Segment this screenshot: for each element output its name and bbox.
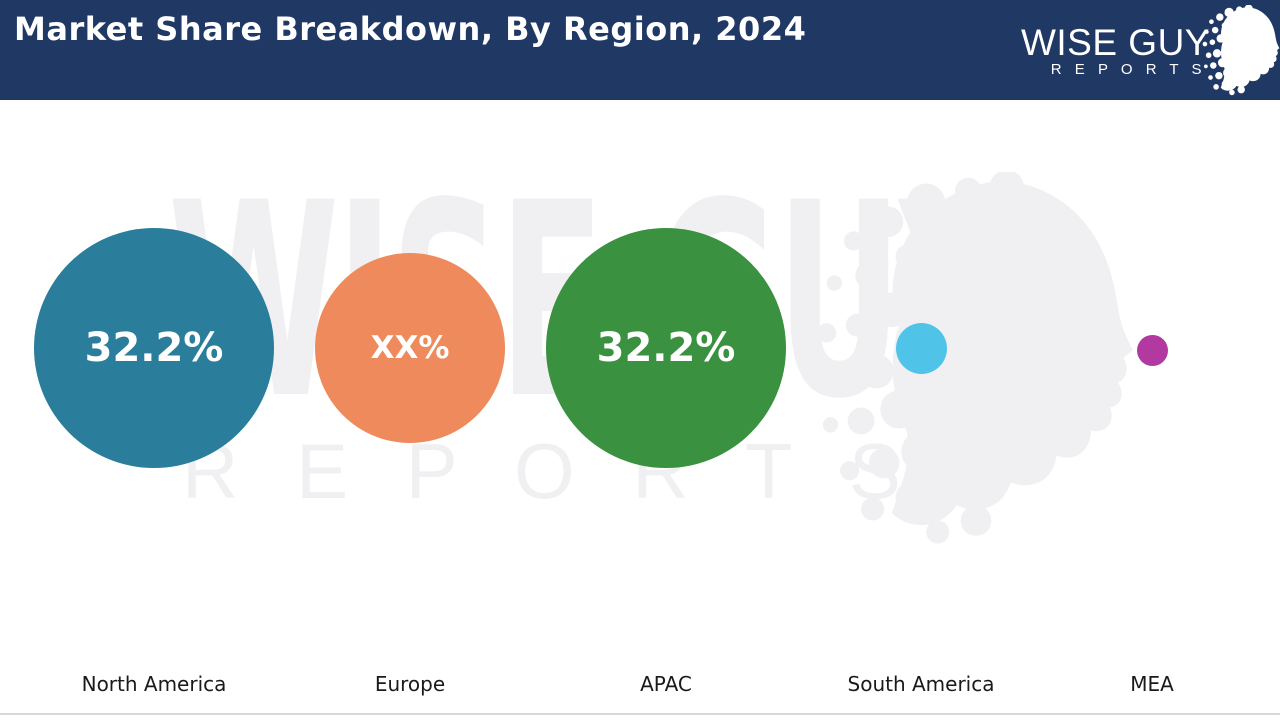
watermark-text-reports: R E P O R T S <box>182 427 919 515</box>
bubble-south-america <box>895 322 947 374</box>
bubble-europe: XX% <box>315 253 505 443</box>
header-bar: Market Share Breakdown, By Region, 2024 … <box>0 0 1280 100</box>
page-title: Market Share Breakdown, By Region, 2024 <box>14 10 807 48</box>
bottom-rule <box>0 713 1280 715</box>
region-label-north-america: North America <box>81 672 227 696</box>
wiseguy-face-icon <box>1202 5 1280 96</box>
bubble-north-america: 32.2% <box>34 228 274 468</box>
wiseguy-logo: WISE GUY R E P O R T S <box>1020 0 1280 100</box>
bubble-mea <box>1136 334 1168 366</box>
bubble-value-label: 32.2% <box>596 325 736 371</box>
region-label-apac: APAC <box>640 672 692 696</box>
region-label-south-america: South America <box>847 672 995 696</box>
logo-subtext: R E P O R T S <box>1050 61 1206 78</box>
region-label-europe: Europe <box>374 672 446 696</box>
region-label-mea: MEA <box>1130 672 1174 696</box>
logo-wordmark: WISE GUY <box>1020 22 1210 63</box>
bubble-value-label: XX% <box>370 330 450 366</box>
bubble-apac: 32.2% <box>546 228 786 468</box>
bubble-value-label: 32.2% <box>84 325 224 371</box>
